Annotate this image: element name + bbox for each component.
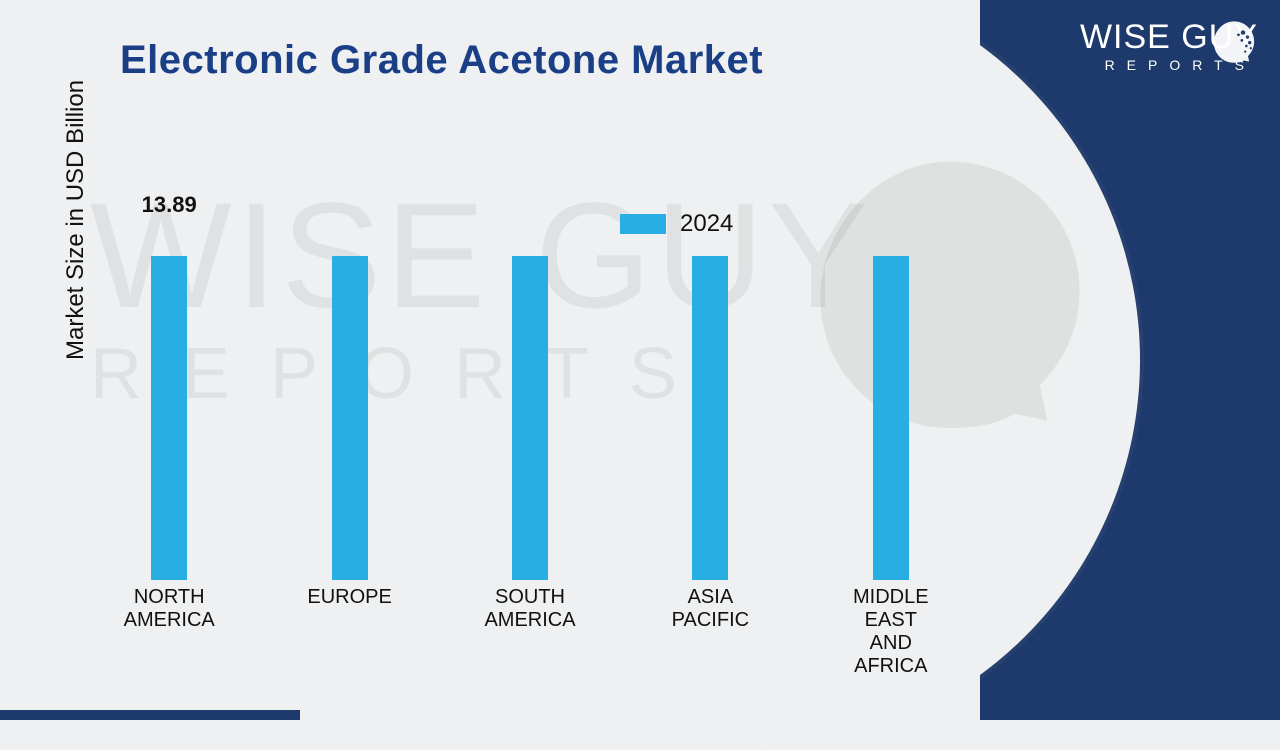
x-axis-category: EUROPE (280, 586, 420, 609)
canvas: WISE GUY REPORTS Electronic Grade Aceton… (0, 0, 1280, 720)
x-axis-category: NORTH AMERICA (99, 586, 239, 632)
chart-plot-area: 13.89 (120, 230, 940, 580)
bar (692, 256, 728, 580)
brand-head-icon (1206, 18, 1262, 74)
bar (873, 256, 909, 580)
x-axis-category: SOUTH AMERICA (460, 586, 600, 632)
x-axis-category: ASIA PACIFIC (640, 586, 780, 632)
bar-value-label: 13.89 (142, 192, 197, 224)
y-axis-label: Market Size in USD Billion (62, 80, 90, 360)
brand-logo: WISE GUY REPORTS (1080, 20, 1258, 72)
bottom-accent-bar (0, 710, 300, 720)
bar (151, 256, 187, 580)
chart-title: Electronic Grade Acetone Market (120, 38, 763, 83)
bar (512, 256, 548, 580)
bar (332, 256, 368, 580)
x-axis-category: MIDDLE EAST AND AFRICA (821, 586, 961, 678)
